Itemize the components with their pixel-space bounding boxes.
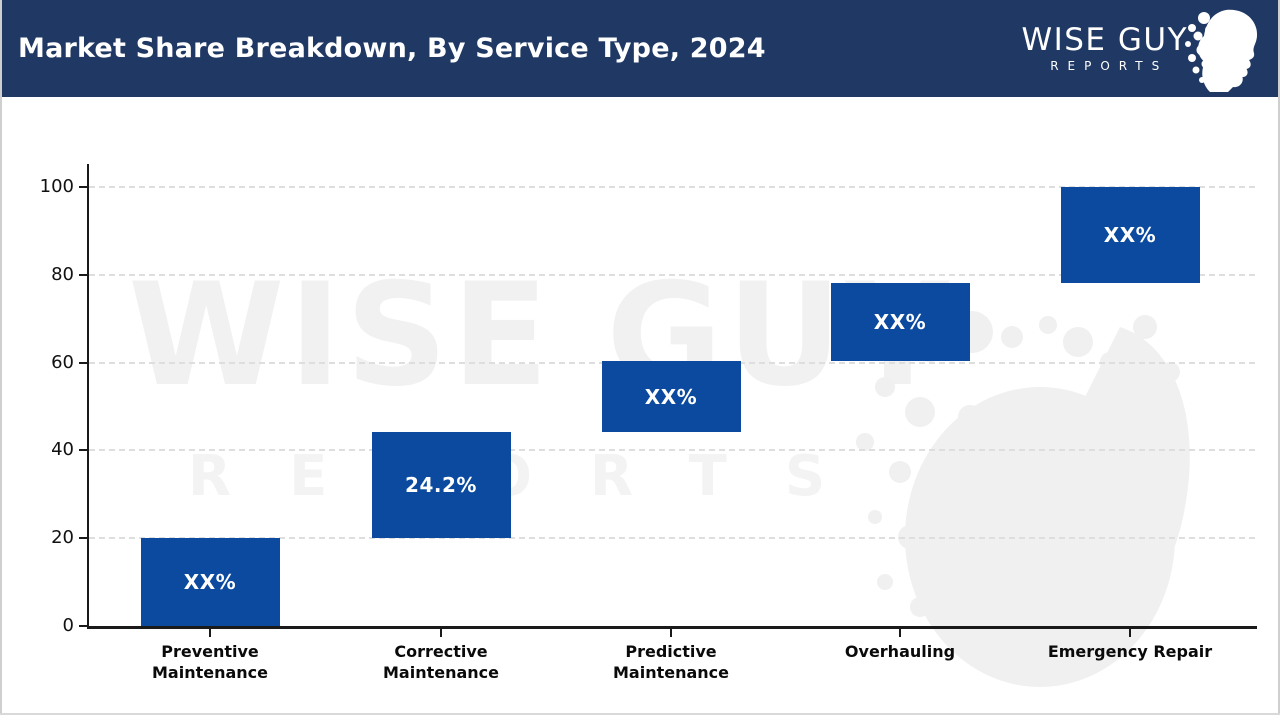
- page-title: Market Share Breakdown, By Service Type,…: [18, 33, 766, 64]
- y-tick-mark: [79, 625, 88, 627]
- grid-line: [89, 537, 1255, 540]
- frame-left-border: [0, 0, 2, 714]
- y-tick-label: 100: [39, 176, 74, 197]
- bar: XX%: [1060, 187, 1200, 283]
- wise-guy-head-icon: [1185, 9, 1258, 92]
- x-category-label-line: Corrective: [394, 642, 488, 661]
- x-category-label-line: Overhauling: [844, 642, 956, 661]
- bar: 24.2%: [371, 431, 511, 539]
- y-tick-label: 80: [51, 263, 74, 285]
- bar-value-label: 24.2%: [405, 473, 477, 498]
- x-category-label-line: Maintenance: [382, 663, 499, 682]
- x-tick-mark: [899, 629, 901, 637]
- watermark-head-pattern: [841, 311, 1190, 687]
- wise-guy-logo: WISE GUY REPORTS: [1021, 6, 1260, 92]
- y-axis-line: [87, 164, 89, 628]
- x-category-label-line: Predictive: [625, 642, 717, 661]
- x-tick-mark: [670, 629, 672, 637]
- bar-value-label: XX%: [183, 570, 237, 595]
- x-tick-mark: [209, 629, 211, 637]
- x-tick-mark: [440, 629, 442, 637]
- grid-line: [89, 449, 1255, 452]
- y-tick-mark: [79, 186, 88, 188]
- logo-name: WISE GUY: [1021, 22, 1188, 58]
- y-tick-label: 40: [51, 439, 74, 461]
- x-category-label-line: Maintenance: [151, 663, 268, 682]
- grid-line: [89, 186, 1255, 188]
- x-category-label-line: Emergency Repair: [1047, 642, 1213, 661]
- y-tick-mark: [79, 273, 88, 276]
- x-category-label: Corrective Maintenance: [326, 641, 556, 683]
- x-category-label-line: Preventive: [161, 642, 259, 661]
- x-axis-line: [87, 626, 1257, 629]
- y-tick-mark: [79, 361, 88, 364]
- y-tick-label: 60: [51, 351, 74, 373]
- bar: XX%: [601, 361, 741, 432]
- logo-text: WISE GUY REPORTS: [1021, 22, 1188, 73]
- chart-area: WISE GUY REPORTS 0 20: [0, 97, 1280, 717]
- bar: XX%: [830, 282, 970, 362]
- header-bar: Market Share Breakdown, By Service Type,…: [0, 0, 1280, 97]
- grid-line: [89, 273, 1255, 276]
- bar: XX%: [140, 538, 280, 626]
- y-tick-mark: [79, 449, 88, 452]
- x-category-label: Overhauling: [785, 641, 1015, 662]
- y-tick-label: 0: [62, 615, 74, 636]
- bar-value-label: XX%: [873, 309, 927, 334]
- y-tick-label: 20: [51, 527, 74, 549]
- watermark-subtext: REPORTS: [188, 444, 884, 509]
- x-category-label: Emergency Repair: [1015, 641, 1245, 662]
- x-tick-mark: [1129, 629, 1131, 637]
- y-tick-mark: [79, 537, 88, 540]
- watermark-text: WISE GUY: [128, 253, 953, 418]
- bar-value-label: XX%: [1103, 222, 1157, 247]
- bar-value-label: XX%: [644, 384, 698, 409]
- x-category-label: Predictive Maintenance: [556, 641, 786, 683]
- frame-right-border: [1278, 0, 1280, 714]
- frame-bottom-border: [0, 713, 1280, 715]
- logo-subtitle: REPORTS: [1050, 59, 1169, 73]
- x-category-label: Preventive Maintenance: [95, 641, 325, 683]
- x-category-label-line: Maintenance: [612, 663, 729, 682]
